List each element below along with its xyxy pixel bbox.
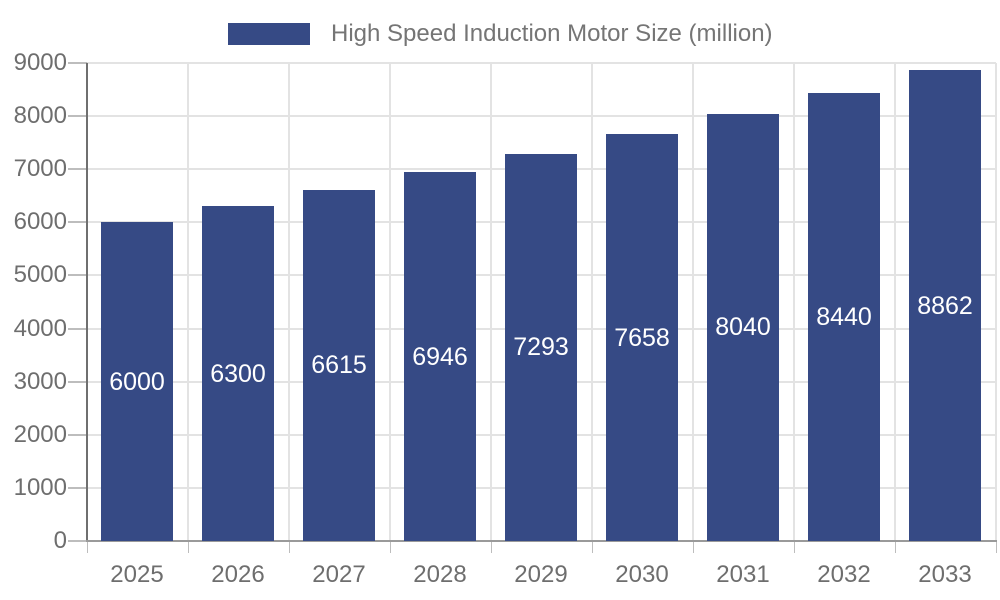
bar-2032 — [808, 92, 880, 541]
bar-2025 — [101, 222, 173, 541]
y-tick — [68, 221, 87, 224]
x-tick-label: 2028 — [413, 561, 467, 588]
bar-value-label: 8862 — [917, 291, 973, 320]
x-tick — [591, 541, 593, 553]
x-tick-label: 2027 — [312, 561, 366, 588]
y-tick-label: 2000 — [13, 420, 67, 448]
bar-value-label: 8040 — [715, 313, 771, 342]
y-tick-label: 0 — [53, 527, 67, 554]
y-tick — [68, 274, 87, 277]
x-axis-line — [85, 540, 997, 542]
y-tick — [68, 380, 87, 383]
y-tick-label: 4000 — [13, 314, 67, 342]
y-tick — [68, 540, 87, 542]
x-gridline — [388, 63, 391, 541]
x-tick — [490, 541, 492, 553]
y-tick-label: 1000 — [13, 473, 67, 501]
x-tick — [86, 541, 88, 553]
y-tick — [68, 168, 87, 171]
y-tick-label: 9000 — [13, 49, 67, 76]
y-tick-label: 6000 — [13, 208, 67, 236]
bar-2027 — [303, 189, 375, 541]
bar-2026 — [202, 206, 274, 541]
x-tick — [894, 541, 896, 553]
bar-value-label: 8440 — [816, 302, 872, 331]
y-gridline — [86, 115, 996, 118]
x-tick — [187, 541, 189, 553]
x-tick-label: 2033 — [918, 561, 972, 588]
x-tick-label: 2029 — [514, 561, 568, 588]
y-tick — [68, 115, 87, 118]
x-tick-label: 2026 — [211, 561, 265, 588]
x-gridline — [186, 63, 189, 541]
y-axis-line — [85, 63, 88, 542]
x-tick-label: 2032 — [817, 561, 871, 588]
x-tick — [288, 541, 290, 553]
bar-value-label: 6615 — [311, 351, 367, 380]
x-tick — [793, 541, 795, 553]
x-gridline — [792, 63, 795, 541]
legend-swatch — [228, 22, 310, 45]
y-tick — [68, 486, 87, 489]
bar-value-label: 6946 — [412, 342, 468, 371]
x-tick — [389, 541, 391, 553]
x-tick-label: 2031 — [716, 561, 770, 588]
legend: High Speed Induction Motor Size (million… — [228, 20, 773, 47]
y-tick — [68, 433, 87, 436]
bar-value-label: 6000 — [109, 367, 165, 396]
x-tick-label: 2030 — [615, 561, 669, 588]
x-gridline — [893, 63, 896, 541]
x-gridline — [287, 63, 290, 541]
bar-2029 — [505, 153, 577, 541]
x-tick-label: 2025 — [110, 561, 164, 588]
y-gridline — [86, 62, 996, 64]
y-tick — [68, 327, 87, 330]
bar-2028 — [404, 172, 476, 541]
x-gridline — [489, 63, 492, 541]
y-tick-label: 8000 — [13, 102, 67, 130]
legend-label: High Speed Induction Motor Size (million… — [331, 20, 773, 47]
bar-2033 — [909, 70, 981, 541]
x-gridline — [994, 63, 997, 541]
x-tick — [692, 541, 694, 553]
y-tick — [68, 62, 87, 64]
y-tick-label: 7000 — [13, 155, 67, 183]
bar-value-label: 7293 — [513, 333, 569, 362]
x-gridline — [590, 63, 593, 541]
x-gridline — [691, 63, 694, 541]
y-tick-label: 3000 — [13, 367, 67, 395]
bar-value-label: 7658 — [614, 323, 670, 352]
y-tick-label: 5000 — [13, 261, 67, 289]
bar-2030 — [606, 134, 678, 541]
bar-2031 — [707, 113, 779, 541]
bar-value-label: 6300 — [210, 359, 266, 388]
x-tick — [995, 541, 997, 553]
